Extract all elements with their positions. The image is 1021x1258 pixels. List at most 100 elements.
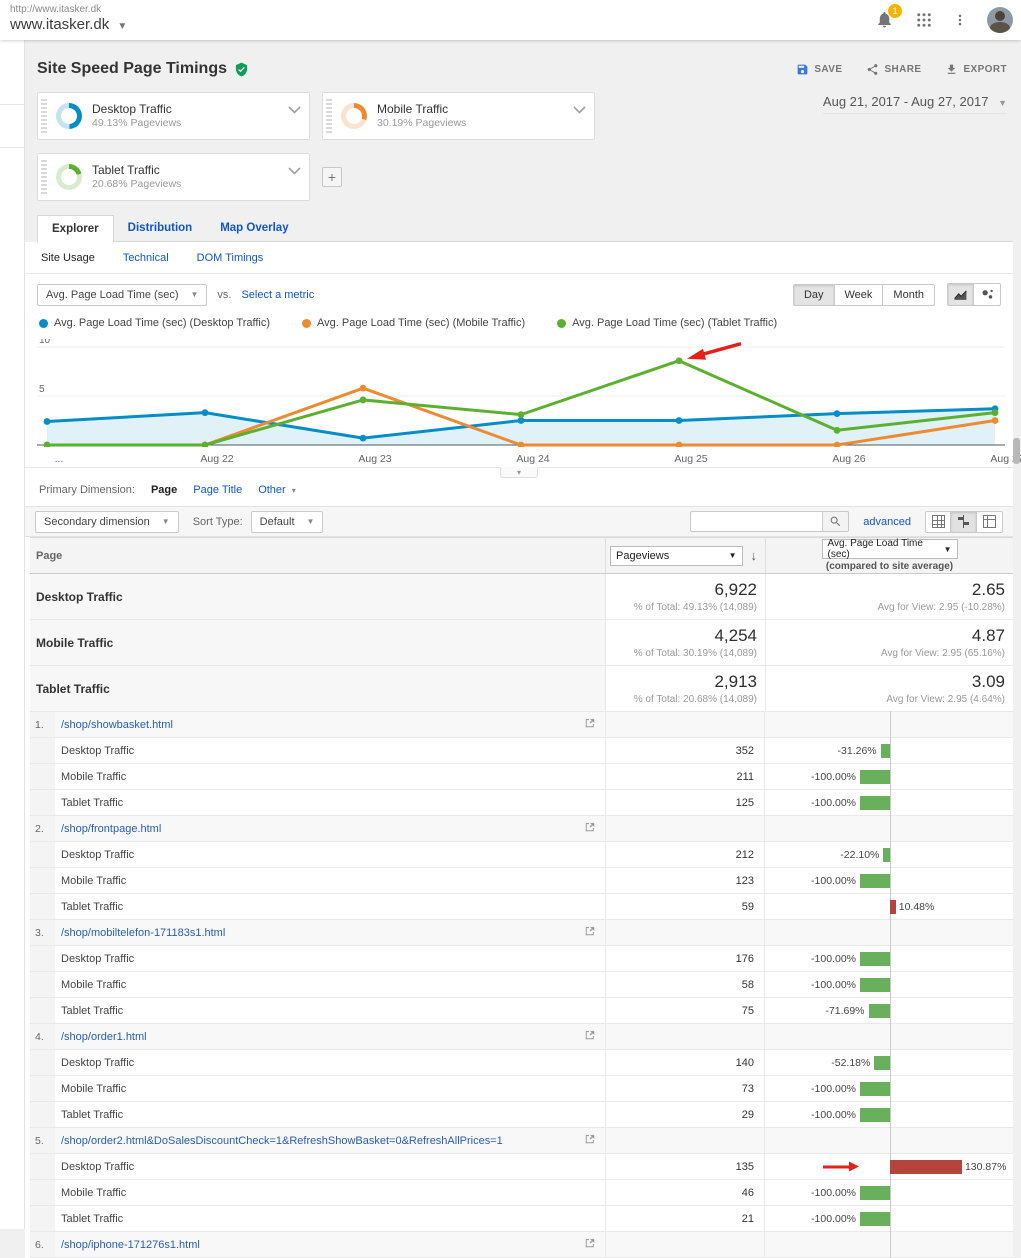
page-url-link[interactable]: /shop/showbasket.html (61, 719, 173, 731)
row-index: 1. (30, 712, 55, 737)
segment-card-desktop[interactable]: Desktop Traffic 49.13% Pageviews (37, 92, 310, 140)
chart-collapse-handle[interactable]: ▾ (500, 467, 538, 478)
comparison-cell: -31.26% (765, 738, 1013, 763)
shield-check-icon (234, 62, 249, 77)
account-selector[interactable]: www.itasker.dk ▼ (10, 16, 127, 33)
pageviews-value: 140 (605, 1050, 765, 1075)
subtab-site-usage[interactable]: Site Usage (41, 252, 95, 264)
segment-label: Desktop Traffic (61, 1057, 134, 1069)
donut-chart-icon (341, 103, 367, 129)
search-input[interactable] (690, 511, 822, 532)
pivot-view-button[interactable] (977, 511, 1003, 533)
segment-card-tablet[interactable]: Tablet Traffic 20.68% Pageviews (37, 153, 310, 201)
page-url-link[interactable]: /shop/mobiltelefon-171183s1.html (61, 927, 225, 939)
secondary-dimension-dropdown[interactable]: Secondary dimension ▼ (35, 511, 179, 533)
sort-type-dropdown[interactable]: Default ▼ (251, 511, 324, 533)
row-index (30, 894, 55, 919)
granularity-month-button[interactable]: Month (883, 284, 935, 306)
tab-explorer[interactable]: Explorer (37, 215, 114, 242)
segment-sub-row: Desktop Traffic 176 -100.00% (30, 946, 1013, 972)
motion-chart-button[interactable] (974, 283, 1001, 306)
comparison-cell (765, 816, 1013, 841)
notification-badge: 1 (888, 4, 902, 18)
scrollbar-thumb[interactable] (1013, 438, 1020, 464)
drag-handle[interactable] (41, 99, 47, 133)
page-url-link[interactable]: /shop/frontpage.html (61, 823, 161, 835)
drag-handle[interactable] (41, 160, 47, 194)
drag-handle[interactable] (326, 99, 332, 133)
svg-text:10: 10 (39, 339, 51, 346)
pageviews-cell (605, 920, 765, 945)
granularity-day-button[interactable]: Day (793, 284, 835, 306)
open-page-icon[interactable] (585, 822, 595, 832)
pageviews-value: 59 (605, 894, 765, 919)
pageviews-cell (605, 816, 765, 841)
export-button[interactable]: EXPORT (945, 63, 1007, 76)
open-page-icon[interactable] (585, 1134, 595, 1144)
comparison-bar (860, 874, 890, 888)
tab-distribution[interactable]: Distribution (114, 215, 207, 241)
chevron-down-icon[interactable] (573, 101, 586, 119)
comparison-cell (765, 920, 1013, 945)
search-button[interactable] (822, 511, 849, 532)
comparison-percent: -100.00% (811, 797, 856, 809)
avatar[interactable] (987, 7, 1013, 33)
segment-label: Desktop Traffic (61, 745, 134, 757)
comparison-bar (890, 1160, 962, 1174)
notifications-button[interactable]: 1 (875, 10, 895, 30)
page-url-link[interactable]: /shop/order2.html&DoSalesDiscountCheck=1… (61, 1135, 503, 1147)
page-row: 1. /shop/showbasket.html (30, 712, 1013, 738)
pageviews-cell (605, 1024, 765, 1049)
pageviews-value: 123 (605, 868, 765, 893)
report-tabs: Explorer Distribution Map Overlay (37, 215, 1013, 242)
primary-dimension-page-title[interactable]: Page Title (193, 484, 242, 496)
subtab-dom-timings[interactable]: DOM Timings (197, 252, 264, 264)
chevron-down-icon[interactable] (288, 162, 301, 180)
primary-dimension-other[interactable]: Other ▾ (258, 484, 296, 496)
row-index (30, 1180, 55, 1205)
subtab-technical[interactable]: Technical (123, 252, 169, 264)
open-page-icon[interactable] (585, 718, 595, 728)
pageviews-cell (605, 1128, 765, 1153)
row-index: 4. (30, 1024, 55, 1049)
metric-dropdown[interactable]: Avg. Page Load Time (sec) ▼ (37, 284, 207, 306)
share-button[interactable]: SHARE (866, 63, 921, 76)
data-table-view-button[interactable] (925, 511, 951, 533)
comparison-view-button[interactable] (951, 511, 977, 533)
pageviews-value: 211 (605, 764, 765, 789)
primary-dimension-page[interactable]: Page (151, 484, 177, 496)
kebab-menu-icon[interactable] (953, 11, 967, 29)
comparison-bar (860, 978, 890, 992)
open-page-icon[interactable] (585, 1238, 595, 1248)
granularity-week-button[interactable]: Week (835, 284, 884, 306)
tab-map-overlay[interactable]: Map Overlay (206, 215, 302, 241)
page-row: 5. /shop/order2.html&DoSalesDiscountChec… (30, 1128, 1013, 1154)
legend-dot (302, 319, 311, 328)
x-axis-label: Aug 23 (358, 453, 391, 465)
add-segment-button[interactable]: + (322, 167, 342, 187)
select-metric-link[interactable]: Select a metric (241, 289, 314, 301)
pageviews-column-select[interactable]: Pageviews ▼ (610, 546, 743, 566)
apps-grid-icon[interactable] (915, 11, 933, 29)
segment-label: Mobile Traffic (61, 1083, 126, 1095)
line-chart-button[interactable] (947, 283, 974, 306)
comparison-percent: -52.18% (831, 1057, 870, 1069)
open-page-icon[interactable] (585, 1030, 595, 1040)
chevron-down-icon[interactable] (288, 101, 301, 119)
share-label: SHARE (884, 64, 921, 75)
segment-card-mobile[interactable]: Mobile Traffic 30.19% Pageviews (322, 92, 595, 140)
summary-metric-cell: 2.65 Avg for View: 2.95 (-10.28%) (765, 574, 1013, 619)
page-url-link[interactable]: /shop/order1.html (61, 1031, 147, 1043)
metric-column-select[interactable]: Avg. Page Load Time (sec) ▼ (822, 539, 958, 559)
sort-descending-icon[interactable]: ↓ (751, 548, 758, 563)
advanced-search-link[interactable]: advanced (863, 516, 911, 528)
pageviews-cell (605, 1232, 765, 1257)
save-label: SAVE (814, 64, 842, 75)
dropdown-arrow-icon: ▼ (729, 551, 737, 560)
metric-column-note: (compared to site average) (826, 561, 953, 572)
chart-type-group (947, 283, 1001, 306)
page-url-link[interactable]: /shop/iphone-171276s1.html (61, 1239, 200, 1251)
open-page-icon[interactable] (585, 926, 595, 936)
date-range-selector[interactable]: Aug 21, 2017 - Aug 27, 2017 ▼ (823, 94, 1007, 114)
save-button[interactable]: SAVE (796, 63, 842, 76)
